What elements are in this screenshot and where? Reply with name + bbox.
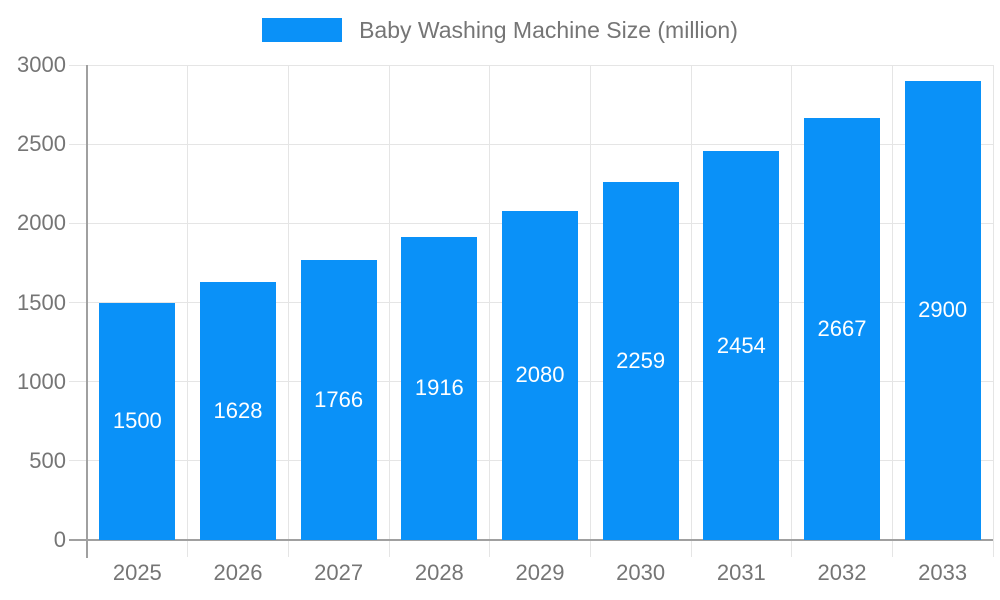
x-gridline: [589, 65, 591, 557]
y-axis-tick-label: 0: [53, 527, 66, 552]
bar-value-label: 1628: [213, 398, 263, 424]
x-axis-tick-label: 2026: [213, 560, 263, 585]
legend-swatch: [262, 18, 343, 42]
bar[interactable]: [804, 117, 880, 540]
bar[interactable]: [602, 182, 679, 540]
x-gridline: [388, 65, 390, 557]
x-axis-tick-label: 2027: [314, 560, 364, 585]
bar[interactable]: [300, 260, 377, 540]
y-axis-tick-label: 1000: [17, 368, 66, 394]
y-axis-tick-label: 1500: [17, 289, 66, 315]
x-gridline: [690, 65, 692, 557]
y-axis-tick-label: 2500: [17, 131, 66, 157]
x-gridline: [791, 65, 793, 557]
bar-value-label: 2900: [918, 297, 968, 323]
x-axis-tick-label: 2029: [515, 560, 565, 585]
x-axis-tick-label: 2030: [616, 560, 666, 585]
bar-value-label: 1766: [314, 387, 364, 413]
x-axis-line: [69, 539, 993, 541]
legend: Baby Washing Machine Size (million): [0, 17, 1000, 43]
x-gridline: [891, 65, 893, 557]
x-axis-tick-label: 2032: [817, 560, 867, 585]
x-axis-tick-label: 2033: [918, 560, 968, 585]
bar-value-label: 2454: [716, 332, 766, 358]
legend-item[interactable]: Baby Washing Machine Size (million): [262, 17, 738, 43]
bar[interactable]: [401, 236, 478, 540]
bar-value-label: 2080: [515, 362, 565, 388]
bar[interactable]: [502, 210, 578, 540]
bar[interactable]: [904, 80, 981, 540]
y-axis-line: [86, 65, 88, 558]
bar-value-label: 1500: [112, 408, 162, 434]
bar[interactable]: [99, 302, 176, 540]
y-gridline: [69, 143, 993, 145]
y-gridline: [69, 64, 993, 66]
x-gridline: [187, 65, 189, 557]
bar-value-label: 2667: [817, 315, 867, 341]
y-axis-tick-label: 2000: [17, 210, 66, 236]
x-axis-tick-label: 2025: [112, 560, 162, 585]
plot-area: 0 500 1000 1500 2000 2500 3000 1500 2025 1628 2026…: [17, 52, 994, 585]
x-axis-tick-label: 2028: [414, 560, 464, 585]
bar[interactable]: [703, 151, 780, 540]
y-axis-tick-label: 3000: [17, 52, 66, 77]
x-gridline: [992, 65, 994, 557]
bar-value-label: 1916: [414, 375, 464, 401]
x-gridline: [287, 65, 289, 557]
x-axis-tick-label: 2031: [716, 560, 766, 585]
x-gridline: [489, 65, 491, 557]
y-axis-tick-label: 500: [29, 447, 66, 473]
bar[interactable]: [200, 282, 276, 540]
legend-label: Baby Washing Machine Size (million): [359, 17, 738, 43]
bar-value-label: 2259: [616, 348, 666, 374]
